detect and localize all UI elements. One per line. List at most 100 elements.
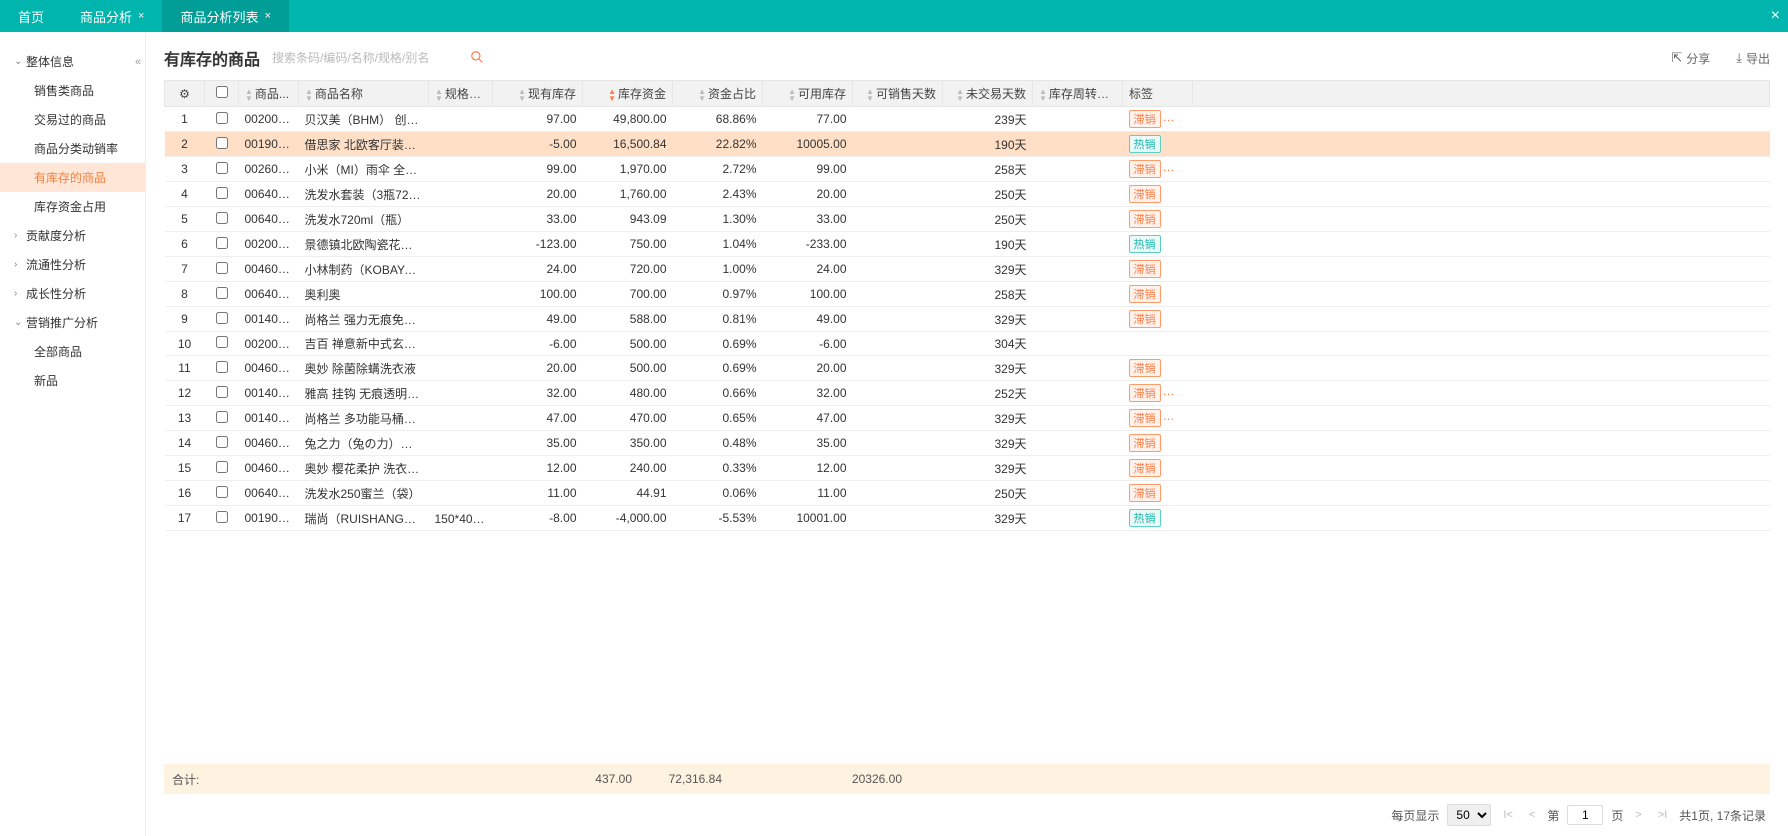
nav-group-1[interactable]: ›贡献度分析	[0, 221, 145, 250]
totals-fund: 72,316.84	[638, 772, 728, 786]
row-name: 奥利奥	[299, 282, 429, 307]
tab-2[interactable]: 商品分析列表×	[162, 0, 288, 32]
nav-item-0-4[interactable]: 库存资金占用	[0, 192, 145, 221]
tab-0[interactable]: 首页	[0, 0, 62, 32]
column-turn[interactable]: ▲▼库存周转天数	[1033, 81, 1123, 107]
column-code[interactable]: ▲▼商品...	[239, 81, 299, 107]
page-last-icon[interactable]: >I	[1654, 809, 1671, 821]
row-blank	[1193, 506, 1770, 531]
per-page-select[interactable]: 50	[1447, 804, 1491, 826]
nav-group-0[interactable]: ⌄整体信息	[0, 47, 145, 76]
row-checkbox[interactable]	[216, 162, 228, 174]
table-row[interactable]: 16006400...洗发水250蜜兰（袋）11.0044.910.06%11.…	[165, 481, 1770, 506]
page-input[interactable]	[1567, 805, 1603, 825]
tab-1[interactable]: 商品分析×	[62, 0, 162, 32]
table-row[interactable]: 7004600...小林制药（KOBAYASHI）E24.00720.001.0…	[165, 257, 1770, 282]
column-pct[interactable]: ▲▼资金占比	[673, 81, 763, 107]
row-avail: 35.00	[763, 431, 853, 456]
row-checkbox[interactable]	[216, 411, 228, 423]
row-code: 002600...	[239, 157, 299, 182]
nav-item-0-3[interactable]: 有库存的商品	[0, 163, 145, 192]
column-avail[interactable]: ▲▼可用库存	[763, 81, 853, 107]
table-row[interactable]: 12001400...雅高 挂钩 无痕透明粘钩 强力32.00480.000.6…	[165, 381, 1770, 406]
row-checkbox[interactable]	[216, 137, 228, 149]
table-row[interactable]: 1002000...贝汉美（BHM） 创意北欧97.0049,800.0068.…	[165, 107, 1770, 132]
share-button[interactable]: ⇱ 分享	[1671, 50, 1710, 67]
row-checkbox[interactable]	[216, 287, 228, 299]
page-next-icon[interactable]: >	[1631, 809, 1645, 821]
nav-item-0-1[interactable]: 交易过的商品	[0, 105, 145, 134]
table-row[interactable]: 17001900...瑞尚（RUISHANG） 卧室装150*40厘米-8.00…	[165, 506, 1770, 531]
column-select-all[interactable]	[205, 81, 239, 107]
sidebar-collapse-icon[interactable]: «	[130, 47, 146, 77]
table-row[interactable]: 10002000...吉百 禅意新中式玄关摆件套-6.00500.000.69%…	[165, 332, 1770, 356]
row-checkbox[interactable]	[216, 237, 228, 249]
row-checkbox[interactable]	[216, 486, 228, 498]
column-tag[interactable]: 标签	[1123, 81, 1193, 107]
column-fund[interactable]: ▲▼库存资金	[583, 81, 673, 107]
export-button[interactable]: ⤓ 导出	[1736, 50, 1770, 67]
search-icon[interactable]	[470, 50, 484, 67]
nav-group-2[interactable]: ›流通性分析	[0, 250, 145, 279]
table-row[interactable]: 13001400...尚格兰 多功能马桶刷套装 马47.00470.000.65…	[165, 406, 1770, 431]
column-stock[interactable]: ▲▼现有库存	[493, 81, 583, 107]
table-row[interactable]: 15004600...奥妙 樱花柔护 洗衣凝珠 1012.00240.000.3…	[165, 456, 1770, 481]
row-blank	[1193, 107, 1770, 132]
select-all-checkbox[interactable]	[216, 86, 228, 98]
nav-item-0-2[interactable]: 商品分类动销率	[0, 134, 145, 163]
nav-item-0-0[interactable]: 销售类商品	[0, 76, 145, 105]
table-row[interactable]: 4006400...洗发水套装（3瓶720ml+1）20.001,760.002…	[165, 182, 1770, 207]
column-spec[interactable]: ▲▼规格型号	[429, 81, 493, 107]
row-index: 11	[165, 356, 205, 381]
table-row[interactable]: 11004600...奥妙 除菌除螨洗衣液20.00500.000.69%20.…	[165, 356, 1770, 381]
row-checkbox[interactable]	[216, 336, 228, 348]
row-checkbox[interactable]	[216, 187, 228, 199]
row-tags: 滞销	[1123, 182, 1193, 207]
page-first-icon[interactable]: I<	[1499, 809, 1516, 821]
row-pct: 0.81%	[673, 307, 763, 332]
row-checkbox[interactable]	[216, 386, 228, 398]
page-prev-icon[interactable]: <	[1525, 809, 1539, 821]
table-row[interactable]: 5006400...洗发水720ml（瓶）33.00943.091.30%33.…	[165, 207, 1770, 232]
column-notr[interactable]: ▲▼未交易天数	[943, 81, 1033, 107]
row-code: 001400...	[239, 307, 299, 332]
column-gear-icon[interactable]: ⚙	[165, 81, 205, 107]
table-row[interactable]: 2001900...借思家 北欧客厅装饰画卧室-5.0016,500.8422.…	[165, 132, 1770, 157]
table-row[interactable]: 14004600...兔之力（兔の力）粘毛器粘35.00350.000.48%3…	[165, 431, 1770, 456]
column-sale[interactable]: ▲▼可销售天数	[853, 81, 943, 107]
row-checkbox[interactable]	[216, 212, 228, 224]
row-checkbox[interactable]	[216, 511, 228, 523]
nav-group-3[interactable]: ›成长性分析	[0, 279, 145, 308]
row-code: 001400...	[239, 381, 299, 406]
row-spec	[429, 157, 493, 182]
table-row[interactable]: 6002000...景德镇北欧陶瓷花瓶摆件 优-123.00750.001.04…	[165, 232, 1770, 257]
row-checkbox[interactable]	[216, 361, 228, 373]
nav-item-4-1[interactable]: 新品	[0, 366, 145, 395]
row-checkbox[interactable]	[216, 436, 228, 448]
row-checkbox[interactable]	[216, 112, 228, 124]
row-name: 吉百 禅意新中式玄关摆件套	[299, 332, 429, 356]
row-index: 10	[165, 332, 205, 356]
page-prefix: 第	[1547, 807, 1559, 824]
nav-group-4[interactable]: ⌄营销推广分析	[0, 308, 145, 337]
column-name[interactable]: ▲▼商品名称	[299, 81, 429, 107]
nav-item-4-0[interactable]: 全部商品	[0, 337, 145, 366]
row-code: 004600...	[239, 431, 299, 456]
stale-tag: 滞销	[1129, 434, 1161, 452]
row-blank	[1193, 356, 1770, 381]
table-row[interactable]: 3002600...小米（MI）雨伞 全自动折叠99.001,970.002.7…	[165, 157, 1770, 182]
row-avail: 20.00	[763, 182, 853, 207]
search-input[interactable]	[272, 47, 452, 70]
table-row[interactable]: 8006400...奥利奥100.00700.000.97%100.00258天…	[165, 282, 1770, 307]
row-tags: 滞销	[1123, 257, 1193, 282]
table-row[interactable]: 9001400...尚格兰 强力无痕免打孔浴室49.00588.000.81%4…	[165, 307, 1770, 332]
totals-label: 合计:	[172, 771, 220, 788]
row-checkbox[interactable]	[216, 312, 228, 324]
row-avail: 49.00	[763, 307, 853, 332]
row-checkbox[interactable]	[216, 262, 228, 274]
row-checkbox[interactable]	[216, 461, 228, 473]
row-fund: 16,500.84	[583, 132, 673, 157]
close-all-tabs-icon[interactable]: ×	[1771, 7, 1780, 25]
tab-close-icon[interactable]: ×	[138, 10, 144, 22]
tab-close-icon[interactable]: ×	[264, 10, 270, 22]
